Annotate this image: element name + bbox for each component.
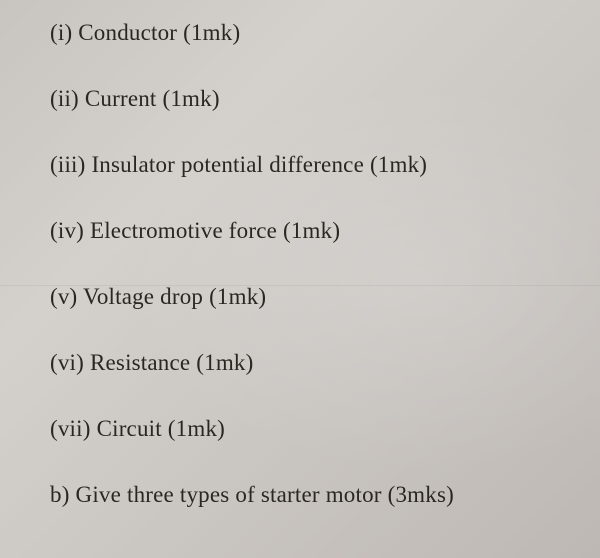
question-text: Circuit: [97, 416, 162, 441]
question-item: (vi) Resistance (1mk): [50, 350, 560, 376]
question-marks: (1mk): [183, 20, 240, 45]
question-text: Voltage drop: [83, 284, 203, 309]
question-item: (v) Voltage drop (1mk): [50, 284, 560, 310]
question-list: (i) Conductor (1mk) (ii) Current (1mk) (…: [50, 20, 560, 508]
question-numeral: (ii): [50, 86, 79, 111]
question-marks: (3mks): [388, 482, 454, 507]
question-item: (iv) Electromotive force (1mk): [50, 218, 560, 244]
part-label: b): [50, 482, 70, 507]
question-numeral: (vi): [50, 350, 84, 375]
question-text: Current: [85, 86, 157, 111]
question-numeral: (vii): [50, 416, 91, 441]
question-marks: (1mk): [283, 218, 340, 243]
question-text: Electromotive force: [90, 218, 277, 243]
question-text: Resistance: [90, 350, 190, 375]
question-part-b: b) Give three types of starter motor (3m…: [50, 482, 560, 508]
question-text: Insulator potential difference: [91, 152, 364, 177]
question-item: (i) Conductor (1mk): [50, 20, 560, 46]
question-text: Conductor: [78, 20, 177, 45]
question-item: (vii) Circuit (1mk): [50, 416, 560, 442]
question-marks: (1mk): [196, 350, 253, 375]
question-numeral: (i): [50, 20, 72, 45]
question-numeral: (iv): [50, 218, 84, 243]
question-marks: (1mk): [209, 284, 266, 309]
question-numeral: (iii): [50, 152, 86, 177]
question-marks: (1mk): [168, 416, 225, 441]
question-item: (ii) Current (1mk): [50, 86, 560, 112]
question-numeral: (v): [50, 284, 77, 309]
question-marks: (1mk): [162, 86, 219, 111]
question-marks: (1mk): [370, 152, 427, 177]
question-item: (iii) Insulator potential difference (1m…: [50, 152, 560, 178]
question-text: Give three types of starter motor: [76, 482, 382, 507]
